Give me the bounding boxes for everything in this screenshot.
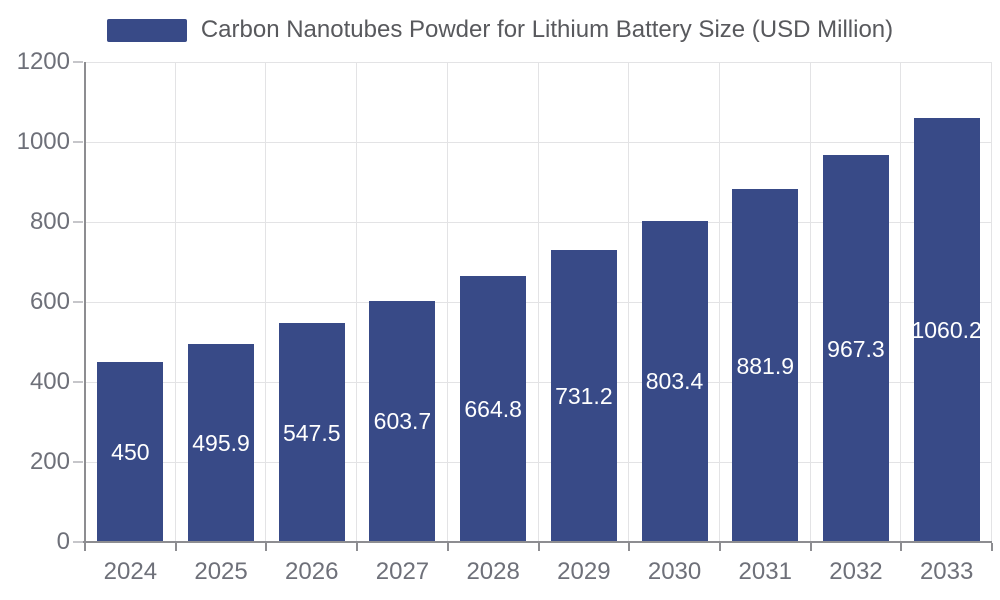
gridline-vertical bbox=[356, 62, 358, 542]
legend-swatch bbox=[106, 18, 187, 42]
y-axis-label: 1200 bbox=[16, 48, 70, 75]
gridline-vertical bbox=[265, 62, 267, 542]
x-axis-label-2031: 2031 bbox=[738, 558, 792, 585]
y-axis-tick bbox=[73, 461, 83, 463]
x-axis-tick bbox=[446, 543, 449, 551]
gridline-horizontal bbox=[85, 462, 992, 463]
x-axis-tick bbox=[84, 543, 86, 551]
x-axis-label-2033: 2033 bbox=[919, 558, 974, 585]
x-axis-label-2028: 2028 bbox=[466, 558, 520, 585]
gridline-horizontal bbox=[85, 382, 992, 383]
gridline-horizontal bbox=[85, 222, 992, 223]
x-axis-tick bbox=[265, 543, 268, 551]
gridline-vertical bbox=[537, 62, 539, 542]
x-axis-label-2032: 2032 bbox=[829, 558, 883, 585]
bar-2026[interactable] bbox=[278, 323, 345, 542]
gridline-vertical bbox=[628, 62, 630, 542]
y-axis-label: 0 bbox=[56, 528, 70, 555]
legend-item[interactable]: Carbon Nanotubes Powder for Lithium Batt… bbox=[0, 16, 1000, 44]
gridline-vertical bbox=[446, 62, 448, 542]
gridline-horizontal bbox=[85, 142, 992, 143]
x-axis-label-2027: 2027 bbox=[375, 558, 430, 585]
y-axis-line bbox=[84, 62, 86, 542]
gridline-horizontal bbox=[85, 62, 992, 63]
x-axis-label-2026: 2026 bbox=[285, 558, 339, 585]
x-axis-label-2024: 2024 bbox=[103, 558, 158, 585]
bar-2029[interactable] bbox=[550, 249, 617, 542]
bar-2027[interactable] bbox=[369, 300, 436, 542]
y-axis-tick bbox=[73, 381, 83, 383]
bar-2033[interactable] bbox=[913, 117, 980, 542]
y-axis-label: 600 bbox=[29, 288, 70, 315]
x-axis-tick bbox=[628, 543, 631, 551]
y-axis-tick bbox=[73, 141, 83, 143]
gridline-vertical bbox=[174, 62, 176, 542]
gridline-horizontal bbox=[85, 302, 992, 303]
gridline-vertical bbox=[809, 62, 811, 542]
x-axis-tick bbox=[174, 543, 177, 551]
y-axis-label: 400 bbox=[29, 368, 70, 395]
bar-2028[interactable] bbox=[460, 276, 527, 542]
x-axis-tick bbox=[537, 543, 540, 551]
plot-area: 450 495.9 547.5 603.7 664.8 731.2 803.4 881.9 96… bbox=[73, 61, 993, 551]
x-axis-tick bbox=[718, 543, 721, 551]
x-axis-line bbox=[83, 541, 992, 543]
x-axis-tick bbox=[809, 543, 812, 551]
bar-2024[interactable] bbox=[97, 362, 164, 542]
bar-2025[interactable] bbox=[188, 343, 255, 542]
legend-label: Carbon Nanotubes Powder for Lithium Batt… bbox=[200, 16, 894, 43]
bar-2030[interactable] bbox=[641, 220, 708, 542]
bar-2031[interactable] bbox=[732, 189, 799, 542]
gridline-vertical bbox=[718, 62, 720, 542]
y-axis-label: 1000 bbox=[16, 128, 70, 155]
gridline-vertical bbox=[991, 62, 992, 542]
y-axis-label: 800 bbox=[29, 208, 70, 235]
y-axis-tick bbox=[73, 61, 83, 63]
x-axis-tick bbox=[991, 543, 993, 551]
y-axis-tick bbox=[73, 221, 83, 223]
x-axis-label-2025: 2025 bbox=[194, 558, 248, 585]
x-axis-tick bbox=[356, 543, 359, 551]
bar-2032[interactable] bbox=[822, 155, 889, 542]
x-axis-label-2029: 2029 bbox=[557, 558, 611, 585]
y-axis-label: 200 bbox=[29, 448, 70, 475]
gridline-vertical bbox=[900, 62, 902, 542]
x-axis-label-2030: 2030 bbox=[647, 558, 702, 585]
y-axis-tick bbox=[73, 301, 83, 303]
x-axis-tick bbox=[900, 543, 903, 551]
y-axis-tick bbox=[73, 541, 83, 543]
